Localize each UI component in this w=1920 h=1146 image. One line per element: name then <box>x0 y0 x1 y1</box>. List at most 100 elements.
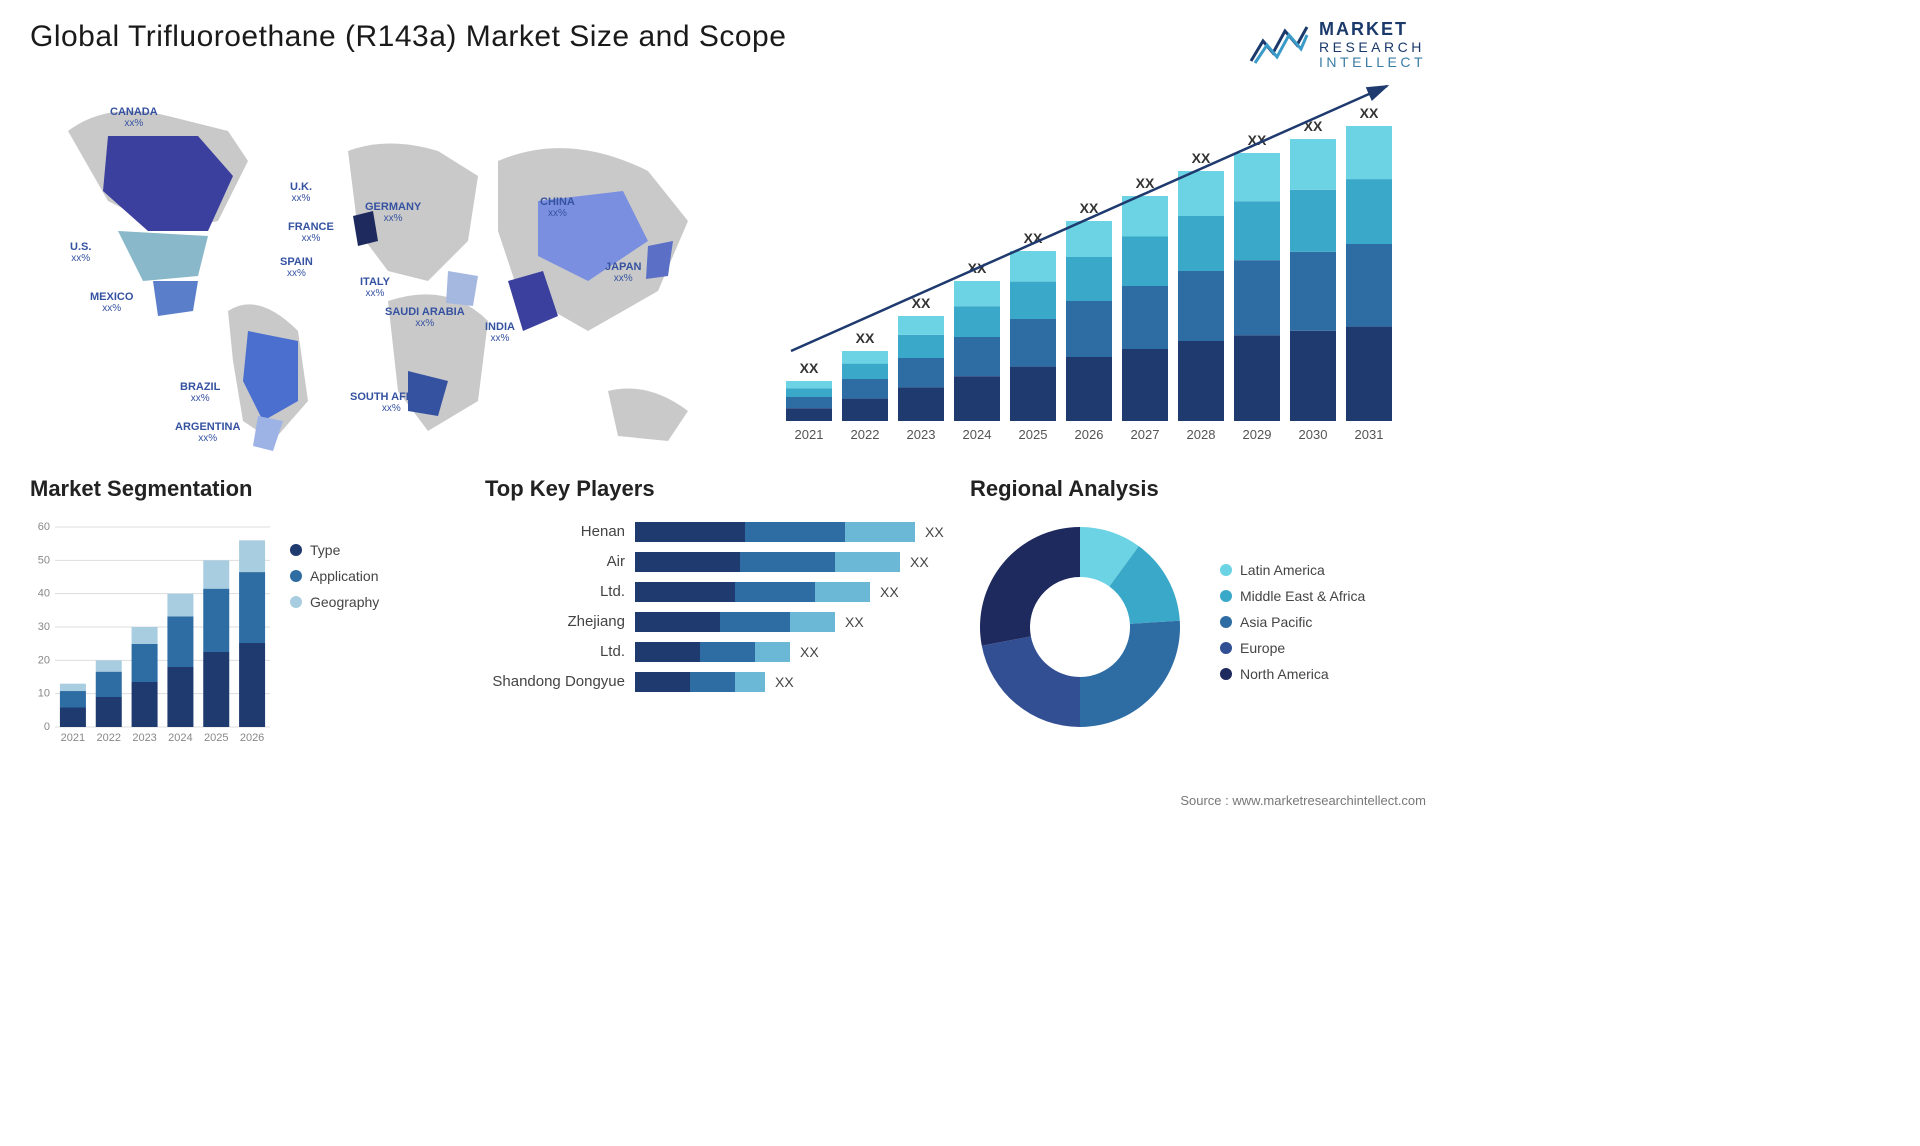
growth-bar-segment <box>1010 251 1056 282</box>
player-name: Ltd. <box>485 577 625 607</box>
growth-bar-year: 2023 <box>907 427 936 442</box>
svg-text:2024: 2024 <box>168 732 192 744</box>
brand-logo: MARKET RESEARCH INTELLECT <box>1249 20 1426 71</box>
player-bar-segment <box>635 642 700 662</box>
player-bar-segment <box>735 672 765 692</box>
growth-bar-segment <box>1346 244 1392 327</box>
svg-text:2025: 2025 <box>204 732 228 744</box>
player-bar-segment <box>635 582 735 602</box>
growth-bar-segment <box>786 408 832 421</box>
player-bar-segment <box>690 672 735 692</box>
growth-chart: XX2021XX2022XX2023XX2024XX2025XX2026XX20… <box>776 81 1426 461</box>
regional-title: Regional Analysis <box>970 476 1426 502</box>
growth-bar-value: XX <box>856 330 875 346</box>
player-name: Henan <box>485 517 625 547</box>
legend-dot <box>1220 642 1232 654</box>
seg-bar-segment <box>203 652 229 727</box>
svg-text:0: 0 <box>44 721 50 733</box>
player-bar-segment <box>745 522 845 542</box>
map-label-argentina: ARGENTINAxx% <box>175 421 240 444</box>
growth-bar-segment <box>842 398 888 420</box>
donut-slice <box>980 527 1080 646</box>
growth-bar-segment <box>1122 286 1168 349</box>
players-labels: HenanAirLtd.ZhejiangLtd.Shandong Dongyue <box>485 517 635 697</box>
growth-bar-segment <box>898 334 944 357</box>
growth-bar-segment <box>954 306 1000 337</box>
map-label-mexico: MEXICOxx% <box>90 291 133 314</box>
svg-text:50: 50 <box>38 554 50 566</box>
map-label-italy: ITALYxx% <box>360 276 390 299</box>
player-bar-row: XX <box>635 577 945 607</box>
svg-text:10: 10 <box>38 687 50 699</box>
growth-bar-segment <box>1178 216 1224 271</box>
player-bar-value: XX <box>925 524 944 540</box>
growth-bar-year: 2029 <box>1243 427 1272 442</box>
svg-text:30: 30 <box>38 621 50 633</box>
growth-bar-value: XX <box>800 360 819 376</box>
growth-bar-segment <box>1290 251 1336 330</box>
world-map: CANADAxx%U.S.xx%MEXICOxx%BRAZILxx%ARGENT… <box>30 81 746 461</box>
seg-bar-segment <box>132 644 158 682</box>
growth-bar-year: 2028 <box>1187 427 1216 442</box>
growth-bar-segment <box>1010 319 1056 367</box>
growth-bar-segment <box>1234 153 1280 201</box>
logo-line1: MARKET <box>1319 20 1426 40</box>
player-bar-segment <box>635 522 745 542</box>
seg-bar-segment <box>167 667 193 727</box>
legend-label: Asia Pacific <box>1240 614 1312 630</box>
growth-bar-segment <box>1066 301 1112 357</box>
legend-dot <box>1220 564 1232 576</box>
map-label-u-k-: U.K.xx% <box>290 181 312 204</box>
growth-bar-segment <box>786 397 832 408</box>
regional-legend-item: Europe <box>1220 640 1365 656</box>
svg-text:2021: 2021 <box>61 732 85 744</box>
map-label-germany: GERMANYxx% <box>365 201 421 224</box>
legend-label: Geography <box>310 594 379 610</box>
growth-bar-segment <box>954 337 1000 376</box>
player-bar-segment <box>790 612 835 632</box>
player-bar-segment <box>845 522 915 542</box>
growth-bar-segment <box>1234 335 1280 421</box>
growth-bar-year: 2027 <box>1131 427 1160 442</box>
player-name: Ltd. <box>485 637 625 667</box>
map-label-canada: CANADAxx% <box>110 106 158 129</box>
player-bar-value: XX <box>880 584 899 600</box>
seg-bar-segment <box>132 682 158 727</box>
map-label-south-africa: SOUTH AFRICAxx% <box>350 391 433 414</box>
player-name: Zhejiang <box>485 607 625 637</box>
segmentation-title: Market Segmentation <box>30 476 460 502</box>
growth-bar-year: 2024 <box>963 427 992 442</box>
page-title: Global Trifluoroethane (R143a) Market Si… <box>30 20 786 54</box>
logo-icon <box>1249 23 1309 67</box>
seg-bar-segment <box>239 643 265 727</box>
seg-bar-segment <box>60 707 86 727</box>
map-label-japan: JAPANxx% <box>605 261 641 284</box>
legend-label: Latin America <box>1240 562 1325 578</box>
player-bar-row: XX <box>635 547 945 577</box>
map-label-spain: SPAINxx% <box>280 256 313 279</box>
growth-bar-segment <box>954 376 1000 421</box>
growth-bar-segment <box>1290 330 1336 420</box>
growth-bar-segment <box>1346 126 1392 179</box>
growth-bar-segment <box>1178 171 1224 216</box>
growth-bar-segment <box>954 281 1000 306</box>
svg-text:20: 20 <box>38 654 50 666</box>
segmentation-section: Market Segmentation 01020304050602021202… <box>30 476 460 747</box>
legend-label: Type <box>310 542 340 558</box>
player-bar-segment <box>700 642 755 662</box>
player-name: Air <box>485 547 625 577</box>
donut-slice <box>1080 620 1180 726</box>
seg-bar-segment <box>60 683 86 690</box>
seg-legend-item: Type <box>290 542 379 558</box>
seg-legend-item: Application <box>290 568 379 584</box>
map-label-saudi-arabia: SAUDI ARABIAxx% <box>385 306 465 329</box>
growth-bar-segment <box>786 381 832 388</box>
player-bar-segment <box>635 672 690 692</box>
players-bars: XXXXXXXXXXXX <box>635 517 945 697</box>
segmentation-chart-svg: 0102030405060202120222023202420252026 <box>30 517 270 747</box>
player-bar-segment <box>740 552 835 572</box>
source-label: Source : www.marketresearchintellect.com <box>1180 793 1426 808</box>
regional-section: Regional Analysis Latin AmericaMiddle Ea… <box>970 476 1426 747</box>
growth-bar-segment <box>1290 189 1336 251</box>
svg-text:40: 40 <box>38 587 50 599</box>
